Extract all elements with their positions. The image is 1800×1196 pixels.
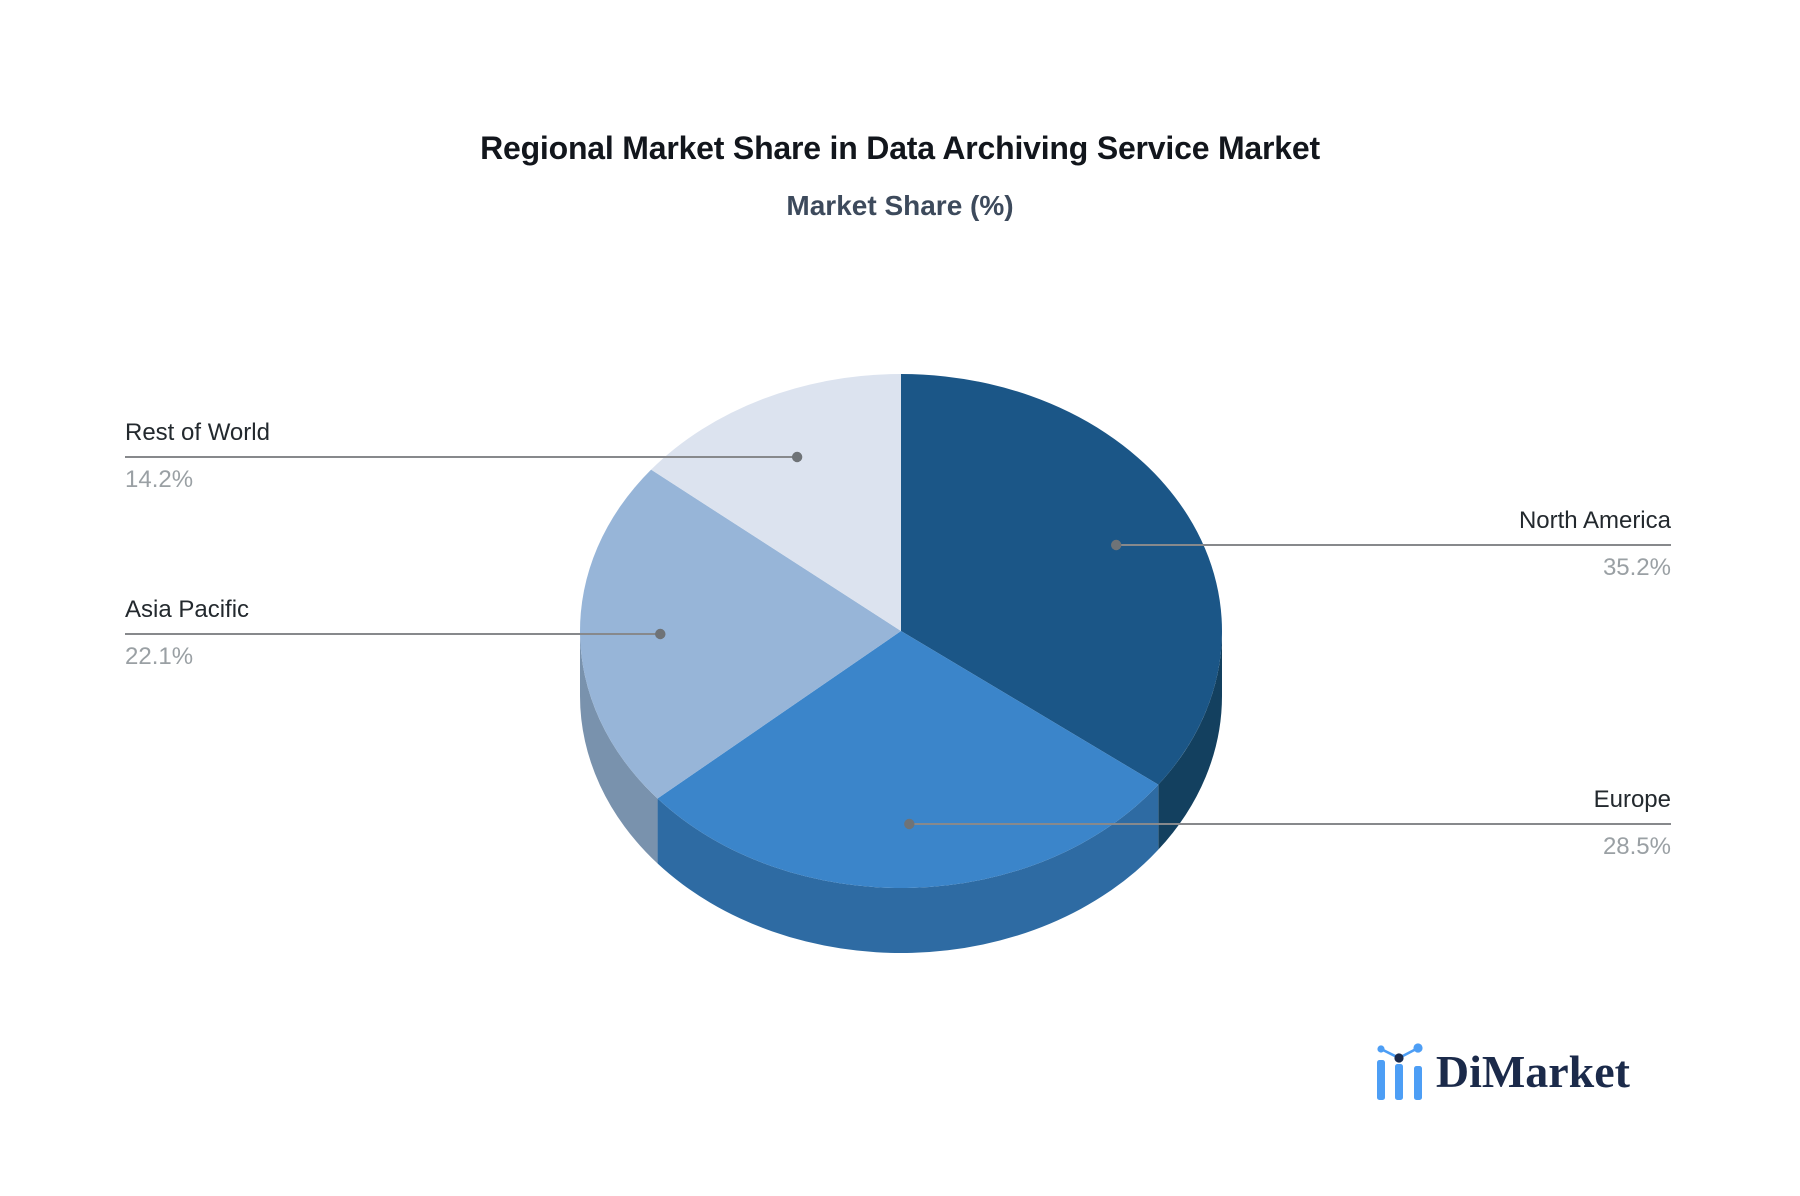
pie-slice-side-europe bbox=[657, 784, 1159, 953]
slice-label-north-america: North America bbox=[1518, 507, 1671, 534]
brand-logo-text: DiMarket bbox=[1435, 1046, 1630, 1097]
pie-slice-side-north-america bbox=[1158, 631, 1222, 850]
bar-line-chart-logo-icon bbox=[1376, 1043, 1423, 1100]
slice-label-rest-of-world: Rest of World bbox=[125, 419, 270, 446]
leader-dot-asia-pacific bbox=[655, 628, 666, 640]
leader-dot-europe bbox=[904, 818, 915, 830]
chart-title: Regional Market Share in Data Archiving … bbox=[480, 130, 1320, 166]
leader-dot-north-america bbox=[1110, 539, 1122, 551]
pie-slice-rest-of-world[interactable] bbox=[651, 374, 901, 631]
slice-value-rest-of-world: 14.2% bbox=[125, 466, 194, 493]
slice-value-europe: 28.5% bbox=[1602, 833, 1671, 860]
pie-slice-side-asia-pacific bbox=[580, 631, 658, 864]
slice-value-north-america: 35.2% bbox=[1602, 554, 1671, 581]
pie-slice-asia-pacific[interactable] bbox=[579, 469, 901, 799]
pie-slice-north-america[interactable] bbox=[901, 374, 1222, 785]
slice-label-asia-pacific: Asia Pacific bbox=[125, 596, 250, 623]
brand-logo: DiMarket bbox=[1375, 1043, 1630, 1101]
slice-label-europe: Europe bbox=[1593, 786, 1671, 813]
leader-dot-rest-of-world bbox=[791, 451, 803, 463]
slice-value-asia-pacific: 22.1% bbox=[125, 643, 194, 670]
chart-subtitle: Market Share (%) bbox=[786, 190, 1014, 221]
